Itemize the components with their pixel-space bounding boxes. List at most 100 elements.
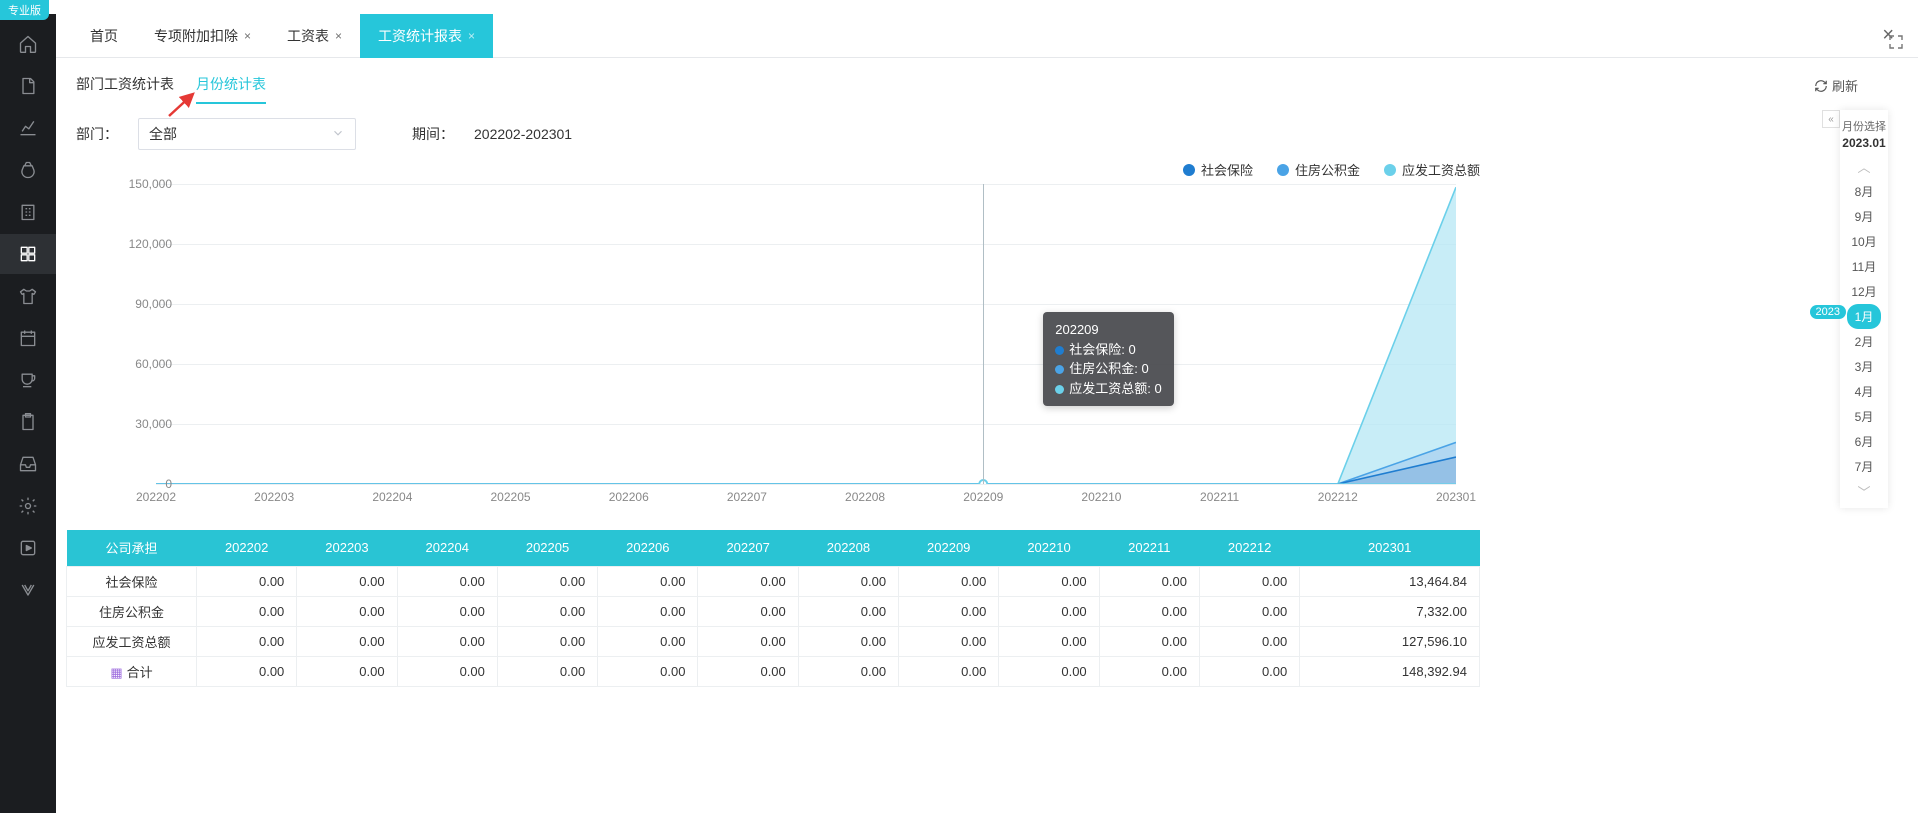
tab-label: 工资表 — [287, 26, 329, 46]
table-cell: 0.00 — [497, 626, 597, 656]
chart: 社会保险住房公积金应发工资总额 202202202203202204202205… — [76, 160, 1480, 520]
table-cell: 0.00 — [899, 626, 999, 656]
x-axis-label: 202202 — [136, 490, 176, 504]
table-cell: 127,596.10 — [1300, 626, 1480, 656]
table-header: 202204 — [397, 530, 497, 566]
refresh-label: 刷新 — [1832, 76, 1858, 95]
month-option[interactable]: 4月 — [1840, 379, 1888, 404]
refresh-button[interactable]: 刷新 — [1814, 76, 1858, 95]
table-header: 202210 — [999, 530, 1099, 566]
y-axis-label: 30,000 — [135, 417, 172, 431]
tab-close-icon[interactable]: × — [468, 29, 475, 43]
nav-v-mark-icon[interactable] — [0, 570, 56, 610]
x-axis-label: 202209 — [963, 490, 1003, 504]
chart-tooltip: 202209社会保险: 0住房公积金: 0应发工资总额: 0 — [1043, 312, 1173, 406]
month-option[interactable]: 11月 — [1840, 254, 1888, 279]
x-axis-label: 202301 — [1436, 490, 1476, 504]
legend-item[interactable]: 应发工资总额 — [1384, 160, 1480, 179]
tab-首页[interactable]: 首页 — [72, 14, 136, 58]
tab-close-icon[interactable]: × — [244, 29, 251, 43]
month-option[interactable]: 9月 — [1840, 204, 1888, 229]
table-cell: 0.00 — [999, 596, 1099, 626]
month-option[interactable]: 5月 — [1840, 404, 1888, 429]
nav-money-bag-icon[interactable] — [0, 150, 56, 190]
period-label: 期间： — [412, 124, 454, 144]
table-cell: 0.00 — [598, 626, 698, 656]
y-axis-label: 90,000 — [135, 297, 172, 311]
nav-calendar-icon[interactable] — [0, 318, 56, 358]
table-header: 202211 — [1099, 530, 1199, 566]
month-option[interactable]: 3月 — [1840, 354, 1888, 379]
x-axis-label: 202212 — [1318, 490, 1358, 504]
tooltip-title: 202209 — [1055, 320, 1161, 340]
legend-item[interactable]: 社会保险 — [1183, 160, 1253, 179]
month-scroll-up-icon[interactable]: ︿ — [1857, 154, 1870, 179]
table-cell: 0.00 — [197, 566, 297, 596]
nav-inbox-icon[interactable] — [0, 444, 56, 484]
month-option[interactable]: 7月 — [1840, 454, 1888, 479]
table-cell: 0.00 — [899, 656, 999, 686]
month-option[interactable]: 6月 — [1840, 429, 1888, 454]
nav-gear-icon[interactable] — [0, 486, 56, 526]
fullscreen-icon[interactable] — [1888, 34, 1904, 50]
nav-rail — [0, 14, 56, 813]
nav-grid-icon[interactable] — [0, 234, 56, 274]
month-option[interactable]: 8月 — [1840, 179, 1888, 204]
table-cell: 0.00 — [297, 626, 397, 656]
month-option[interactable]: 2月 — [1840, 329, 1888, 354]
tab-工资统计报表[interactable]: 工资统计报表× — [360, 14, 493, 58]
legend-label: 社会保险 — [1201, 160, 1253, 179]
table-cell: 0.00 — [297, 566, 397, 596]
tab-close-icon[interactable]: × — [335, 29, 342, 43]
table-header: 202208 — [798, 530, 898, 566]
month-option[interactable]: 1月 — [1847, 304, 1881, 329]
table-cell: 0.00 — [1099, 626, 1199, 656]
x-axis-label: 202206 — [609, 490, 649, 504]
table-cell: 0.00 — [999, 626, 1099, 656]
month-option[interactable]: 12月 — [1840, 279, 1888, 304]
nav-building-icon[interactable] — [0, 192, 56, 232]
table-cell: 0.00 — [798, 656, 898, 686]
nav-cup-icon[interactable] — [0, 360, 56, 400]
table-cell: 0.00 — [598, 596, 698, 626]
legend-dot-icon — [1384, 164, 1396, 176]
month-scroll-down-icon[interactable]: ﹀ — [1857, 479, 1870, 504]
period-value: 202202-202301 — [474, 126, 572, 142]
sub-tabs: 部门工资统计表月份统计表 — [76, 74, 266, 104]
subtab-月份统计表[interactable]: 月份统计表 — [196, 74, 266, 104]
x-axis-label: 202204 — [372, 490, 412, 504]
nav-shirt-icon[interactable] — [0, 276, 56, 316]
table-header: 202205 — [497, 530, 597, 566]
subtab-部门工资统计表[interactable]: 部门工资统计表 — [76, 74, 174, 104]
tab-工资表[interactable]: 工资表 × — [269, 14, 360, 58]
dept-select[interactable]: 全部 — [138, 118, 356, 150]
table-row: ▦合计0.000.000.000.000.000.000.000.000.000… — [67, 656, 1480, 686]
table-cell: 0.00 — [397, 656, 497, 686]
table-cell: 0.00 — [397, 626, 497, 656]
legend-label: 住房公积金 — [1295, 160, 1360, 179]
panel-collapse-icon[interactable]: « — [1822, 110, 1840, 128]
dept-select-value: 全部 — [149, 124, 177, 144]
legend-item[interactable]: 住房公积金 — [1277, 160, 1360, 179]
table-cell: 0.00 — [698, 626, 798, 656]
month-selector-panel: 月份选择2023.01︿8月9月10月11月12月1月2月3月4月5月6月7月﹀ — [1840, 110, 1888, 508]
tab-专项附加扣除[interactable]: 专项附加扣除× — [136, 14, 269, 58]
tab-label: 首页 — [90, 26, 118, 46]
table-header: 202202 — [197, 530, 297, 566]
nav-home-icon[interactable] — [0, 24, 56, 64]
chart-plot[interactable] — [156, 184, 1456, 484]
table-cell: 0.00 — [598, 656, 698, 686]
table-cell: 0.00 — [899, 596, 999, 626]
table-cell: 0.00 — [297, 656, 397, 686]
table-header: 公司承担 — [67, 530, 197, 566]
table-cell: 0.00 — [999, 656, 1099, 686]
table-cell: 0.00 — [798, 626, 898, 656]
nav-play-icon[interactable] — [0, 528, 56, 568]
nav-doc-icon[interactable] — [0, 66, 56, 106]
table-header: 202209 — [899, 530, 999, 566]
nav-chart-line-icon[interactable] — [0, 108, 56, 148]
table-header: 202206 — [598, 530, 698, 566]
month-option[interactable]: 10月 — [1840, 229, 1888, 254]
nav-clipboard-icon[interactable] — [0, 402, 56, 442]
edition-badge: 专业版 — [0, 0, 49, 20]
